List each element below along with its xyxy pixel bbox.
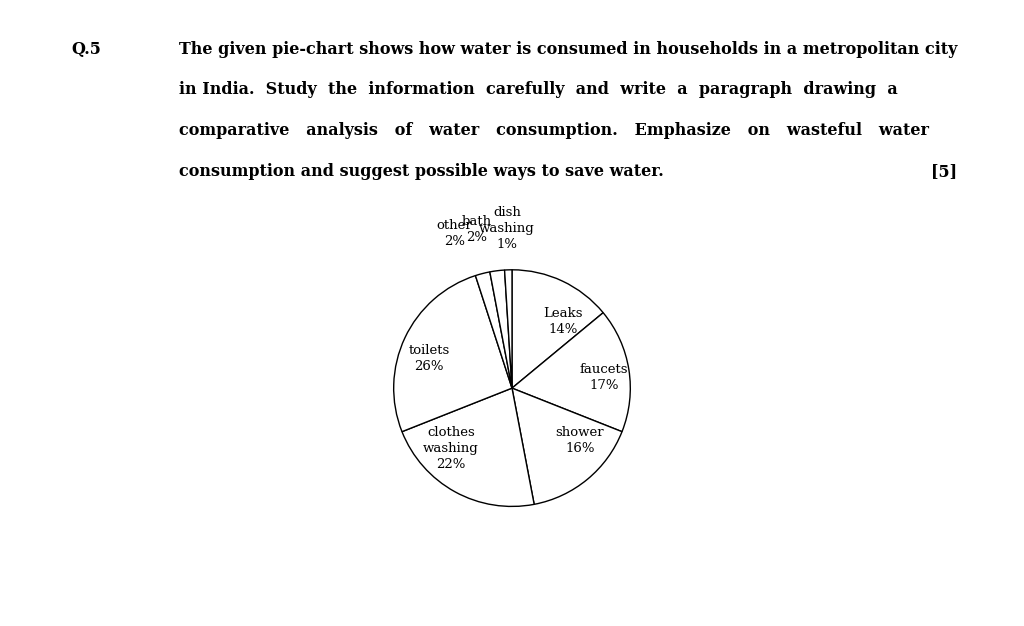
Text: in India.  Study  the  information  carefully  and  write  a  paragraph  drawing: in India. Study the information carefull… [179,81,898,98]
Text: comparative   analysis   of   water   consumption.   Emphasize   on   wasteful  : comparative analysis of water consumptio… [179,122,929,139]
Wedge shape [402,388,535,506]
Wedge shape [505,270,512,388]
Text: faucets
17%: faucets 17% [580,363,629,392]
Text: [5]: [5] [931,163,957,180]
Text: clothes
washing
22%: clothes washing 22% [423,426,479,471]
Text: consumption and suggest possible ways to save water.: consumption and suggest possible ways to… [179,163,664,180]
Text: Q.5: Q.5 [72,41,101,58]
Text: toilets
26%: toilets 26% [409,344,450,373]
Wedge shape [393,275,512,432]
Text: Leaks
14%: Leaks 14% [544,307,583,336]
Wedge shape [489,270,512,388]
Wedge shape [512,313,631,432]
Wedge shape [512,388,622,505]
Text: other
2%: other 2% [436,219,472,248]
Wedge shape [512,270,603,388]
Wedge shape [475,272,512,388]
Text: The given pie-chart shows how water is consumed in households in a metropolitan : The given pie-chart shows how water is c… [179,41,957,58]
Text: dish
washing
1%: dish washing 1% [479,206,535,251]
Text: bath
2%: bath 2% [462,215,492,244]
Text: shower
16%: shower 16% [556,426,604,456]
